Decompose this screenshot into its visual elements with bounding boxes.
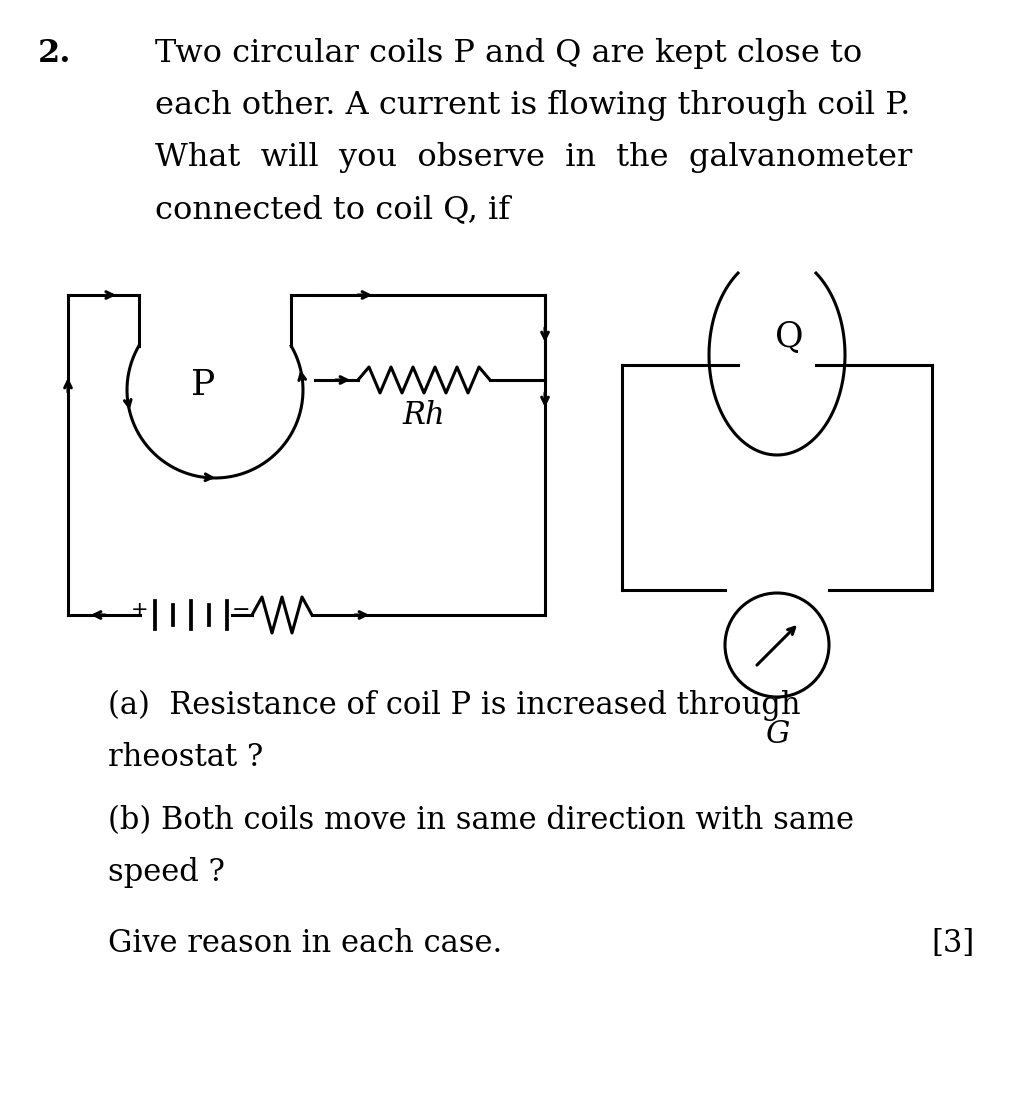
Text: Rh: Rh xyxy=(402,400,445,431)
Text: speed ?: speed ? xyxy=(108,857,225,888)
Text: rheostat ?: rheostat ? xyxy=(108,742,263,773)
Text: +: + xyxy=(131,599,148,620)
Text: [3]: [3] xyxy=(932,928,975,959)
Text: Two circular coils P and Q are kept close to: Two circular coils P and Q are kept clos… xyxy=(155,37,862,69)
Text: What  will  you  observe  in  the  galvanometer: What will you observe in the galvanomete… xyxy=(155,142,912,173)
Text: (a)  Resistance of coil P is increased through: (a) Resistance of coil P is increased th… xyxy=(108,690,801,721)
Text: G: G xyxy=(765,719,790,750)
Text: each other. A current is flowing through coil P.: each other. A current is flowing through… xyxy=(155,90,910,121)
Text: −: − xyxy=(231,599,250,620)
Text: Give reason in each case.: Give reason in each case. xyxy=(108,928,502,959)
Text: 2.: 2. xyxy=(38,37,72,69)
Text: connected to coil Q, if: connected to coil Q, if xyxy=(155,194,510,225)
Text: (b) Both coils move in same direction with same: (b) Both coils move in same direction wi… xyxy=(108,804,854,836)
Text: Q: Q xyxy=(775,320,803,354)
Text: P: P xyxy=(190,368,215,402)
